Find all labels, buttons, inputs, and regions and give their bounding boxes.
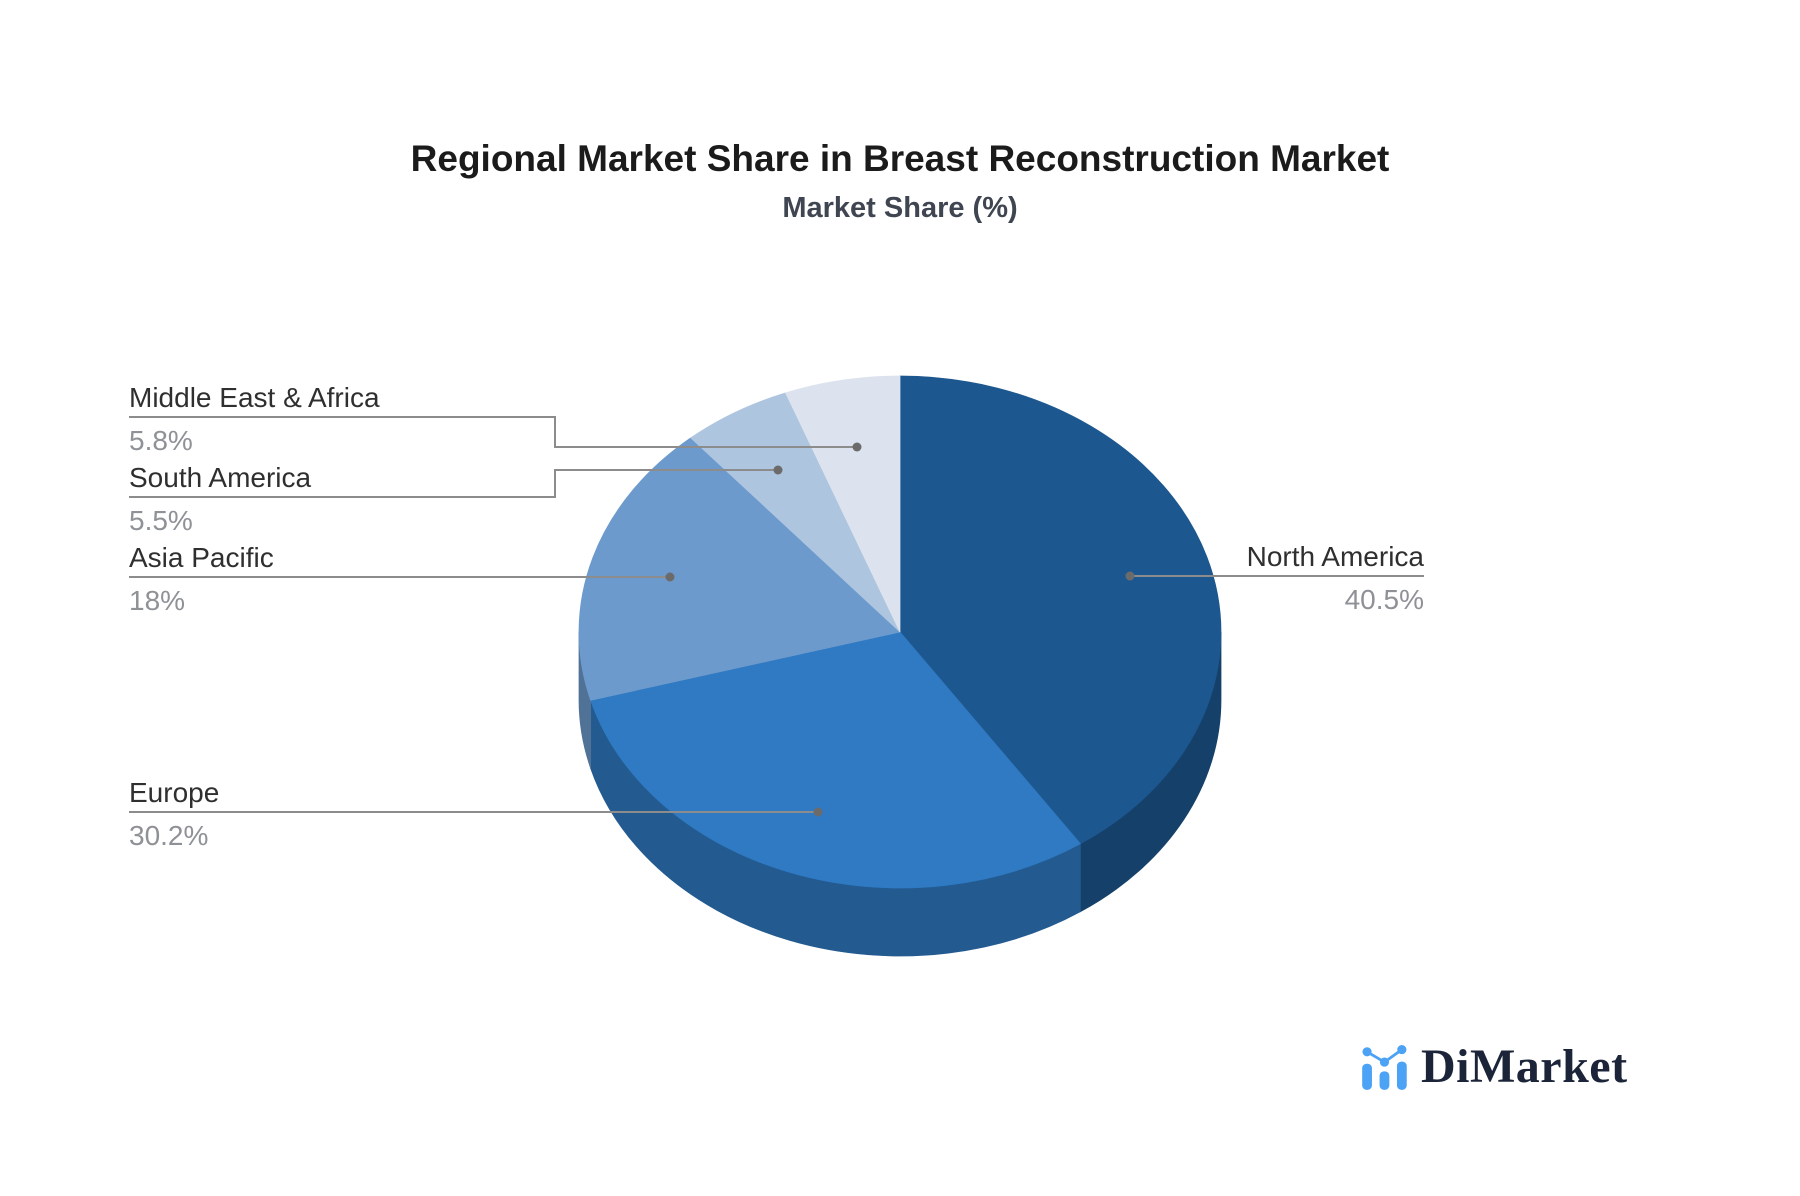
leader-dot-europe xyxy=(813,807,823,817)
pie-label-value: 5.5% xyxy=(129,505,193,536)
pie-label-asia-pacific: Asia Pacific xyxy=(129,543,274,573)
leader-dot-middle-east-africa xyxy=(852,442,862,452)
pie-slice-europe[interactable] xyxy=(590,631,1082,889)
pie-label-value: 18% xyxy=(129,585,186,616)
pie-label-value: 40.5% xyxy=(1344,584,1424,615)
pie-label-south-america: South America xyxy=(129,463,311,493)
pie-label-europe: Europe xyxy=(129,778,219,808)
pie-value-middle-east-africa: 5.8% xyxy=(129,426,193,456)
leader-dot-asia-pacific xyxy=(665,572,675,582)
pie-value-south-america: 5.5% xyxy=(129,506,193,536)
pie-label-name: Middle East & Africa xyxy=(129,382,380,413)
pie-label-value: 5.8% xyxy=(129,425,193,456)
logo-text: DiMarket xyxy=(1421,1040,1628,1093)
pie-label-name: Asia Pacific xyxy=(129,542,274,573)
bar-chart-trend-icon xyxy=(1362,1045,1407,1090)
leader-line-south-america xyxy=(129,469,778,498)
pie-value-europe: 30.2% xyxy=(129,821,208,851)
pie-label-middle-east-africa: Middle East & Africa xyxy=(129,383,380,413)
pie-value-north-america: 40.5% xyxy=(1345,585,1424,615)
pie-label-name: Europe xyxy=(129,777,220,808)
pie-slice-middle-east-africa[interactable] xyxy=(785,375,901,633)
chart-title: Regional Market Share in Breast Reconstr… xyxy=(410,138,1390,179)
pie-label-name: North America xyxy=(1246,541,1424,572)
chart-subtitle: Market Share (%) xyxy=(782,192,1018,224)
leader-dot-south-america xyxy=(773,465,783,475)
pie-slice-asia-pacific[interactable] xyxy=(578,437,901,701)
pie-label-north-america: North America xyxy=(1247,542,1424,572)
pie-value-asia-pacific: 18% xyxy=(129,586,185,616)
logo: DiMarket xyxy=(1360,1040,1628,1092)
leader-dot-north-america xyxy=(1125,571,1135,581)
pie-label-value: 30.2% xyxy=(129,820,209,851)
pie-label-name: South America xyxy=(129,462,312,493)
leader-line-middle-east-africa xyxy=(129,416,857,448)
pie-slice-north-america[interactable] xyxy=(899,375,1222,845)
